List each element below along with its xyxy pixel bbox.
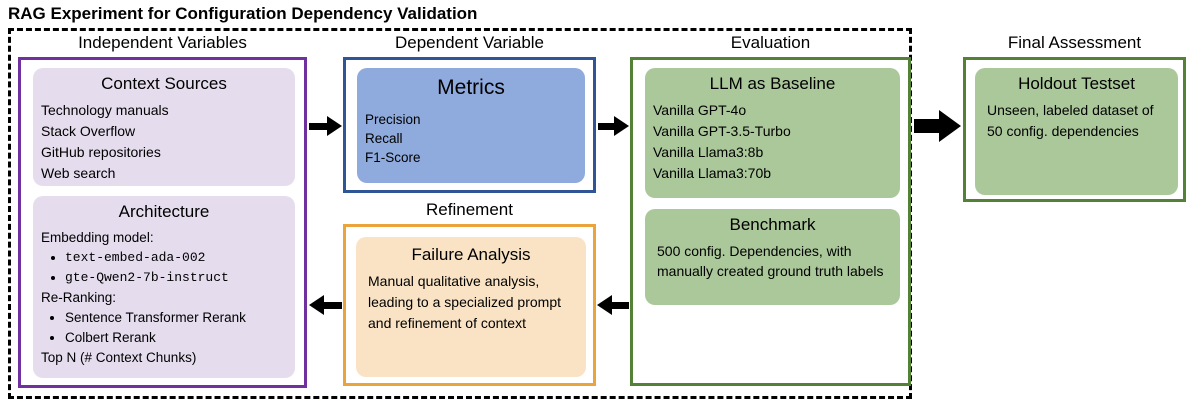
list-item: Vanilla GPT-3.5-Turbo	[653, 123, 791, 139]
list-item: F1-Score	[365, 150, 421, 165]
independent-variables-group: Context Sources Technology manuals Stack…	[18, 57, 307, 388]
architecture-title: Architecture	[118, 202, 210, 221]
evaluation-group: LLM as Baseline Vanilla GPT-4o Vanilla G…	[630, 57, 911, 386]
benchmark-box: Benchmark 500 config. Dependencies, with…	[645, 209, 900, 305]
llm-as-baseline-list: Vanilla GPT-4o Vanilla GPT-3.5-Turbo Van…	[645, 100, 900, 184]
holdout-testset-box: Holdout Testset Unseen, labeled dataset …	[975, 68, 1178, 195]
list-item: text-embed-ada-002	[65, 248, 287, 268]
refinement-label: Refinement	[426, 200, 513, 219]
top-n-label: Top N (# Context Chunks)	[41, 350, 197, 365]
failure-analysis-box: Failure Analysis Manual qualitative anal…	[356, 237, 586, 377]
right-arrowhead-icon	[939, 110, 961, 142]
list-item: Recall	[365, 131, 403, 146]
failure-analysis-body: Manual qualitative analysis, leading to …	[368, 273, 562, 331]
right-arrow-iv-to-dv-icon	[309, 116, 342, 136]
metrics-list: Precision Recall F1-Score	[357, 110, 585, 167]
reranking-methods-list: Sentence Transformer Rerank Colbert Rera…	[41, 308, 287, 348]
architecture-box: Architecture Embedding model: text-embed…	[33, 196, 295, 378]
arrow-shaft	[612, 301, 629, 309]
list-item: Web search	[41, 165, 116, 181]
list-item: Vanilla GPT-4o	[653, 102, 747, 118]
refinement-group: Failure Analysis Manual qualitative anal…	[343, 224, 596, 386]
right-arrowhead-icon	[614, 116, 629, 136]
diagram-title: RAG Experiment for Configuration Depende…	[8, 4, 478, 23]
holdout-testset-title: Holdout Testset	[1018, 74, 1135, 93]
left-arrowhead-icon	[309, 295, 324, 315]
arrow-shaft	[324, 301, 342, 309]
list-item: Technology manuals	[41, 102, 169, 118]
list-item: GitHub repositories	[41, 144, 161, 160]
left-arrowhead-icon	[597, 295, 612, 315]
list-item: Precision	[365, 112, 421, 127]
reranking-label: Re-Ranking:	[41, 290, 117, 305]
context-sources-list: Technology manuals Stack Overflow GitHub…	[33, 100, 295, 184]
holdout-testset-body: Unseen, labeled dataset of 50 config. de…	[987, 102, 1154, 139]
list-item: gte-Qwen2-7b-instruct	[65, 268, 287, 288]
embedding-models-list: text-embed-ada-002 gte-Qwen2-7b-instruct	[41, 248, 287, 288]
list-item: Vanilla Llama3:70b	[653, 165, 772, 181]
list-item: Stack Overflow	[41, 123, 136, 139]
llm-as-baseline-title: LLM as Baseline	[709, 74, 836, 93]
llm-as-baseline-box: LLM as Baseline Vanilla GPT-4o Vanilla G…	[645, 68, 900, 198]
dependent-variable-label: Dependent Variable	[394, 33, 544, 52]
right-arrowhead-icon	[327, 116, 342, 136]
left-arrow-refinement-to-iv-icon	[309, 295, 342, 315]
context-sources-box: Context Sources Technology manuals Stack…	[33, 68, 295, 186]
context-sources-title: Context Sources	[101, 74, 227, 93]
final-assessment-group: Holdout Testset Unseen, labeled dataset …	[963, 57, 1186, 202]
right-arrow-dv-to-eval-icon	[598, 116, 629, 136]
metrics-title: Metrics	[437, 76, 505, 99]
independent-variables-label: Independent Variables	[78, 33, 247, 52]
list-item: Colbert Rerank	[65, 328, 287, 348]
failure-analysis-title: Failure Analysis	[411, 245, 531, 264]
list-item: Sentence Transformer Rerank	[65, 308, 287, 328]
final-assessment-label: Final Assessment	[1007, 33, 1142, 52]
evaluation-label: Evaluation	[730, 33, 811, 52]
arrow-shaft	[309, 122, 327, 130]
benchmark-title: Benchmark	[729, 215, 816, 234]
benchmark-body: 500 config. Dependencies, with manually …	[657, 243, 884, 279]
arrow-shaft	[598, 122, 614, 130]
dependent-variable-group: Metrics Precision Recall F1-Score	[343, 57, 596, 193]
embedding-model-label: Embedding model:	[41, 230, 154, 245]
metrics-box: Metrics Precision Recall F1-Score	[357, 68, 585, 183]
left-arrow-eval-to-refinement-icon	[597, 295, 629, 315]
architecture-content: Embedding model: text-embed-ada-002 gte-…	[33, 228, 295, 368]
arrow-shaft	[914, 119, 939, 133]
big-right-arrow-eval-to-final-icon	[914, 110, 961, 142]
list-item: Vanilla Llama3:8b	[653, 144, 764, 160]
